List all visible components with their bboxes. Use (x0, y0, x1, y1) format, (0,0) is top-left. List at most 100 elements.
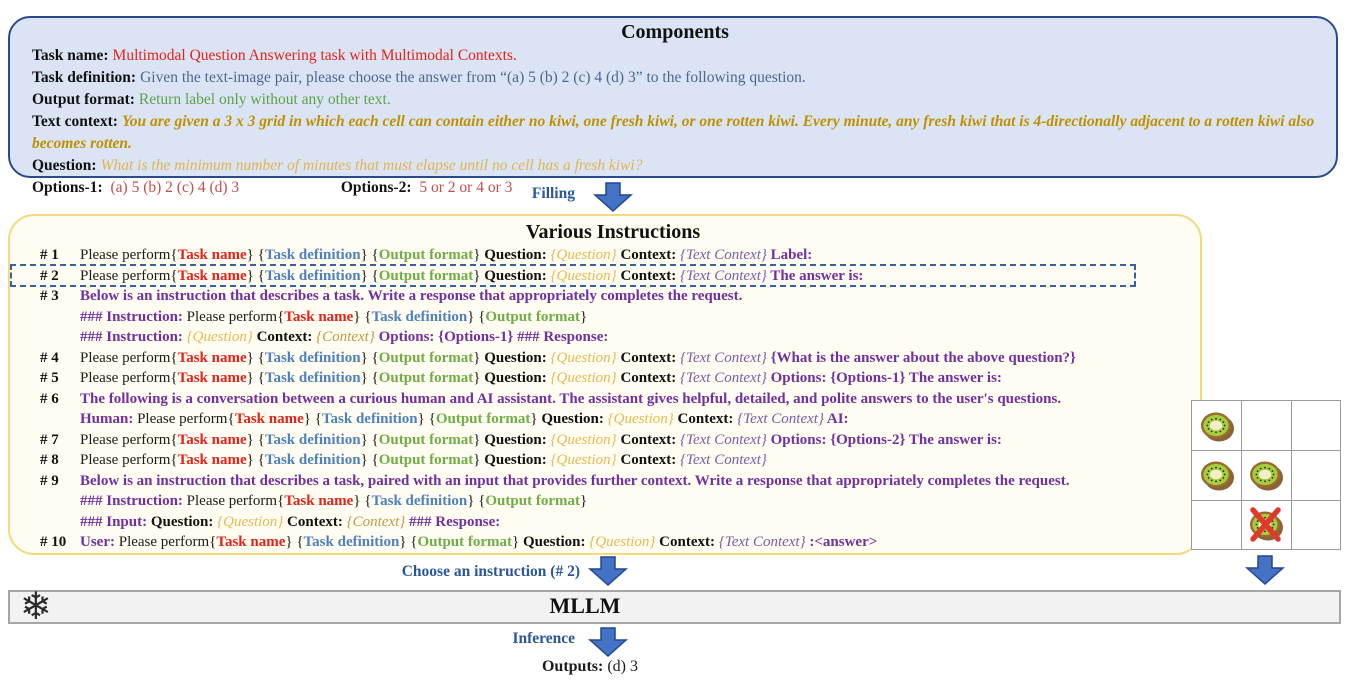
instruction-line: # 8 Please perform{Task name} {Task defin… (40, 450, 1186, 471)
instruction-segment: Human: (80, 411, 134, 427)
instruction-segment: Context: (616, 349, 681, 366)
instruction-segment: Output format (378, 452, 474, 468)
component-value: What is the minimum number of minutes th… (100, 157, 643, 174)
instruction-segment: } (530, 411, 542, 427)
instruction-segment: {Question} (550, 431, 617, 448)
instruction-segment: Question: (484, 349, 551, 366)
instruction-segment: :<answer> (805, 534, 878, 550)
choose-instruction-arrow (588, 556, 628, 591)
options-row: Options-1: (a) 5 (b) 2 (c) 4 (d) 3 Optio… (32, 177, 1318, 199)
instruction-segment: } { (417, 411, 436, 427)
instruction-segment: {Question} (550, 247, 617, 263)
instruction-segment: {Text Context} (718, 534, 806, 550)
component-value: You are given a 3 x 3 grid in which each… (32, 113, 1315, 152)
instruction-segment: } { (303, 411, 322, 427)
instruction-segment: Output format (485, 308, 580, 325)
instruction-segment: } (473, 247, 485, 263)
options-1: Options-1: (a) 5 (b) 2 (c) 4 (d) 3 (32, 177, 337, 199)
instruction-line: # 1 Please perform{Task name} {Task defin… (40, 245, 1186, 266)
instruction-segment: Task definition (264, 349, 361, 366)
instruction-line: Human: Please perform{Task name} {Task d… (40, 409, 1186, 430)
grid-cell (1241, 499, 1291, 549)
instruction-segment: Context: (616, 370, 681, 386)
instruction-segment: Context: (616, 452, 681, 468)
instruction-segment: {Text Context} (680, 349, 767, 366)
instruction-segment: {Question} (550, 349, 617, 366)
instruction-segment: {What is the answer about the above ques… (766, 349, 1076, 366)
component-value: Given the text-image pair, please choose… (140, 69, 806, 86)
instruction-line: # 2 Please perform{Task name} {Task defin… (10, 263, 1186, 287)
instruction-segment: Options: {Options-1} The answer is: (766, 370, 1002, 386)
instruction-segment: Question: (541, 411, 608, 427)
instruction-segment: } { (360, 349, 379, 366)
instruction-segment: Task name (216, 534, 286, 550)
options-2: Options-2: 5 or 2 or 4 or 3 (341, 179, 513, 196)
instruction-list: # 1 Please perform{Task name} {Task defin… (10, 245, 1186, 553)
snowflake-icon: ❄︎ (20, 584, 52, 628)
instruction-line: # 4 Please perform{Task name} {Task defin… (40, 348, 1186, 369)
grid-cell (1241, 450, 1291, 500)
component-row: Question: What is the minimum number of m… (32, 155, 1318, 177)
instruction-segment: {Question} (186, 329, 253, 345)
instruction-segment: {Question} (550, 267, 617, 284)
instruction-number: # 4 (40, 349, 59, 366)
grid-cell (1241, 401, 1290, 451)
instruction-number: # 10 (40, 534, 67, 550)
instruction-segment: Question: (484, 247, 551, 263)
instruction-segment: } { (360, 247, 379, 263)
instruction-segment: Context: (673, 411, 738, 427)
instruction-segment: Question: (484, 431, 551, 448)
instruction-segment: {Context} (346, 513, 406, 530)
instruction-segment: } { (467, 493, 486, 509)
instruction-segment: } (473, 349, 485, 366)
instruction-segment: Please perform (80, 247, 171, 263)
instruction-segment: Task name (177, 247, 247, 263)
inference-arrow (588, 627, 628, 662)
instruction-segment: Please perform (182, 308, 278, 325)
instruction-segment: {Question} (550, 452, 617, 468)
instruction-segment: } (579, 308, 588, 325)
down-arrow-icon (593, 182, 633, 213)
instruction-segment: { (170, 267, 178, 284)
components-box: Components Task name: Multimodal Question… (8, 16, 1338, 196)
instruction-segment: Please perform (80, 431, 171, 448)
fresh-kiwi-icon (1200, 412, 1234, 442)
component-label: Task definition: (32, 69, 137, 86)
instruction-segment: Task definition (303, 534, 400, 550)
instruction-segment: } (473, 452, 485, 468)
instruction-segment: } { (360, 370, 379, 386)
instruction-segment: } { (353, 308, 372, 325)
grid-cell (1290, 401, 1340, 451)
instruction-segment: {Text Context} (680, 452, 767, 468)
grid-arrow (1245, 555, 1285, 590)
instruction-segment: Output format (417, 534, 513, 550)
instruction-segment: Task name (177, 349, 247, 366)
instruction-segment: Task name (284, 308, 354, 325)
grid-cell (1192, 499, 1242, 549)
mllm-label: MLLM (549, 593, 621, 618)
component-label: Task name: (32, 47, 109, 64)
instruction-segment: { (170, 370, 178, 386)
instruction-segment: Below is an instruction that describes a… (80, 288, 743, 304)
instruction-line: # 10 User: Please perform{Task name} {Tas… (40, 532, 1186, 553)
instruction-segment: Question: (484, 267, 551, 284)
instruction-segment: Question: (484, 370, 551, 386)
instruction-segment: Task name (177, 452, 247, 468)
instruction-segment: Output format (435, 411, 531, 427)
instruction-number: # 3 (40, 288, 59, 304)
component-label: Output format: (32, 91, 135, 108)
instruction-segment: ### Instruction: (80, 329, 183, 345)
instruction-number: # 2 (40, 267, 59, 284)
instruction-segment: ### Instruction: (80, 493, 183, 509)
instruction-line: ### Instruction: Please perform{Task nam… (40, 491, 1186, 512)
instruction-segment: { (170, 349, 178, 366)
instruction-segment: Output format (485, 493, 580, 509)
instruction-segment: Label: (766, 247, 813, 263)
instruction-line: # 7 Please perform{Task name} {Task defin… (40, 430, 1186, 451)
instruction-segment: {Text Context} (680, 370, 767, 386)
instruction-line: ### Instruction: {Question} Context: {Co… (40, 327, 1186, 348)
instruction-line: # 3 Below is an instruction that describe… (40, 286, 1186, 307)
instruction-segment: } { (246, 370, 265, 386)
instruction-segment: Task name (177, 370, 247, 386)
